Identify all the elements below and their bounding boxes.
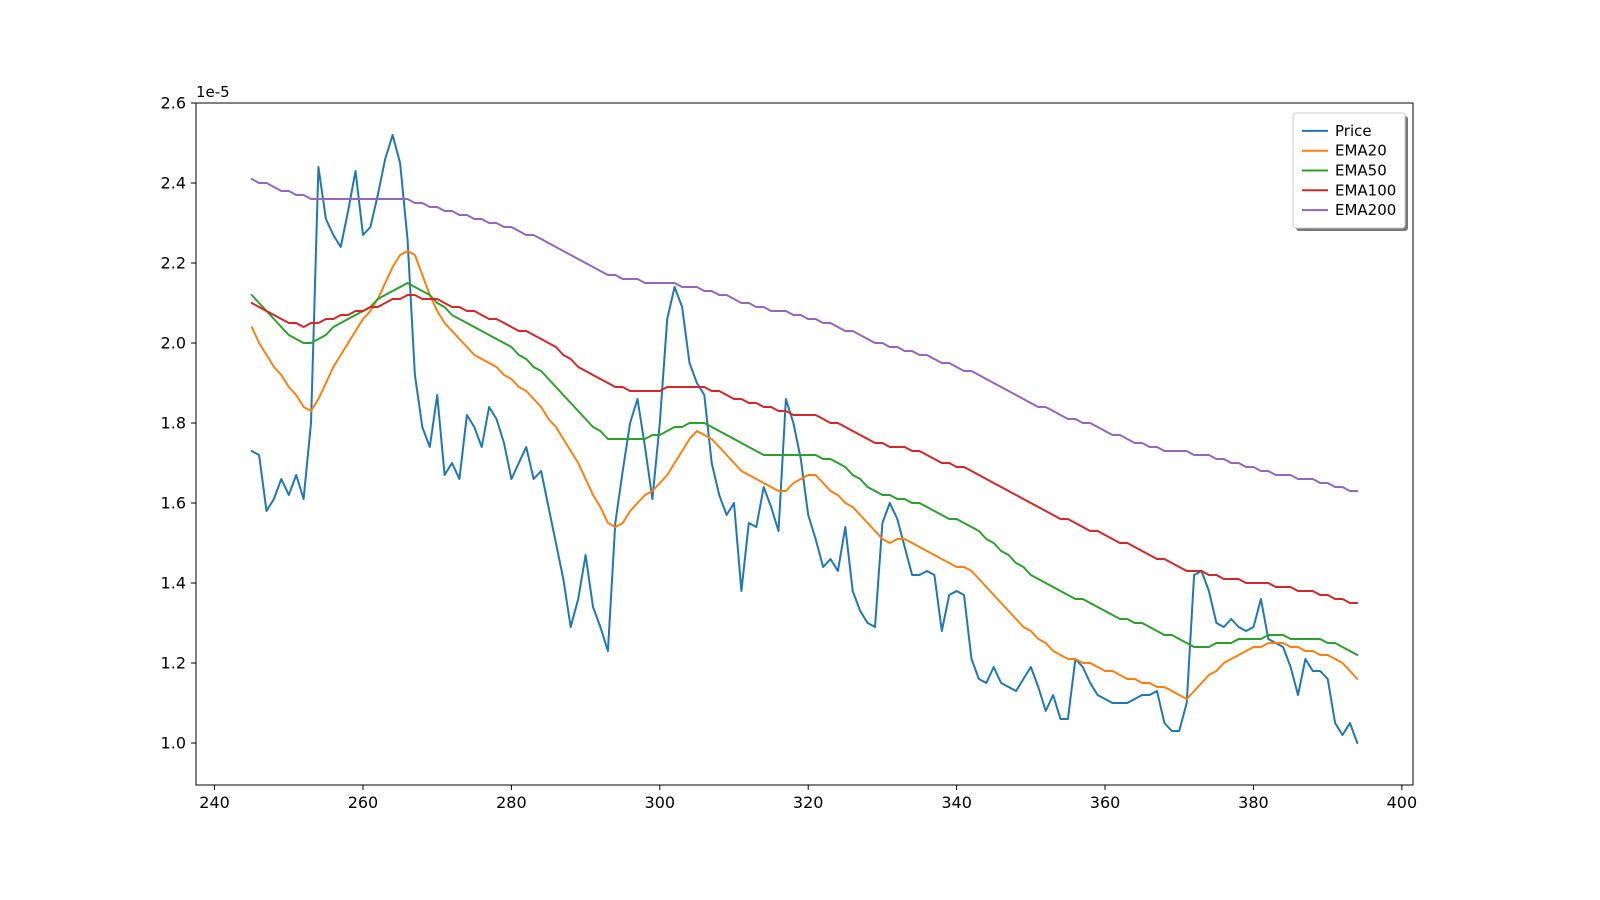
legend-label-ema200: EMA200 xyxy=(1335,201,1396,219)
y-tick-label: 2.2 xyxy=(161,254,186,273)
series-line-ema200 xyxy=(250,178,1359,492)
x-tick-label: 240 xyxy=(199,793,230,812)
series-line-ema20 xyxy=(250,250,1359,700)
legend-label-price: Price xyxy=(1335,122,1372,140)
x-tick-label: 300 xyxy=(645,793,676,812)
y-tick-label: 1.4 xyxy=(161,574,186,593)
x-tick-label: 340 xyxy=(941,793,972,812)
x-tick-label: 360 xyxy=(1090,793,1121,812)
axes-frame xyxy=(195,102,1414,786)
legend-label-ema50: EMA50 xyxy=(1335,162,1387,180)
axis-ticks: 240 260 280 300 320 340 360 380 400 1.0 1.2 1.4 1.6 1… xyxy=(161,94,1418,813)
x-tick-label: 380 xyxy=(1238,793,1269,812)
series-line-ema100 xyxy=(250,294,1359,604)
x-tick-label: 320 xyxy=(793,793,824,812)
series-lines xyxy=(250,134,1359,744)
y-tick-label: 1.2 xyxy=(161,654,186,673)
legend-box xyxy=(1292,112,1406,229)
legend-label-ema100: EMA100 xyxy=(1335,181,1396,199)
y-tick-label: 2.6 xyxy=(161,94,186,113)
x-tick-label: 280 xyxy=(496,793,527,812)
y-tick-label: 1.8 xyxy=(161,414,186,433)
series-line-ema50 xyxy=(250,282,1359,656)
x-tick-label: 400 xyxy=(1387,793,1418,812)
y-tick-label: 1.0 xyxy=(161,734,186,753)
y-tick-label: 1.6 xyxy=(161,494,186,513)
series-line-price xyxy=(250,134,1359,744)
x-tick-label: 260 xyxy=(348,793,379,812)
legend-label-ema20: EMA20 xyxy=(1335,142,1387,160)
y-axis-offset-label: 1e-5 xyxy=(196,83,230,101)
y-tick-label: 2.0 xyxy=(161,334,186,353)
y-tick-label: 2.4 xyxy=(161,174,186,193)
